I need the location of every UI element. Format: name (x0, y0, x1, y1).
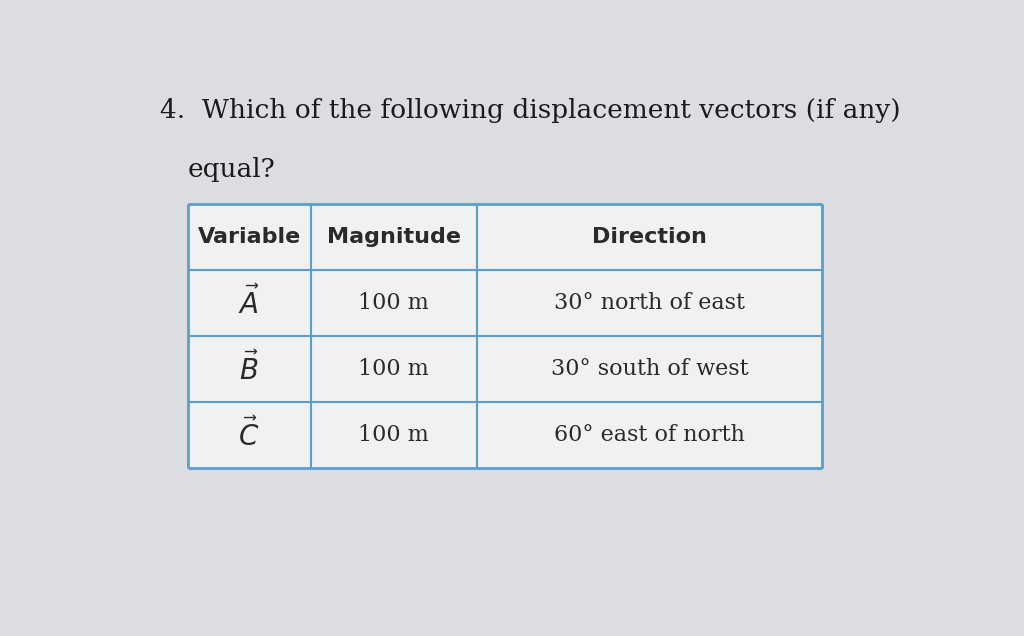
Text: equal?: equal? (187, 157, 275, 182)
Text: 100 m: 100 m (358, 424, 429, 446)
Text: Direction: Direction (592, 226, 708, 247)
Text: Variable: Variable (198, 226, 301, 247)
Text: $\vec{\mathit{B}}$: $\vec{\mathit{B}}$ (239, 352, 259, 386)
Text: 60° east of north: 60° east of north (554, 424, 745, 446)
Bar (187, 204, 822, 468)
Text: $\vec{\mathit{C}}$: $\vec{\mathit{C}}$ (239, 418, 260, 452)
Text: 30° north of east: 30° north of east (554, 292, 745, 314)
Text: 30° south of west: 30° south of west (551, 358, 749, 380)
Text: 4.  Which of the following displacement vectors (if any): 4. Which of the following displacement v… (160, 99, 900, 123)
Text: $\vec{\mathit{A}}$: $\vec{\mathit{A}}$ (239, 286, 260, 320)
Text: 100 m: 100 m (358, 358, 429, 380)
Text: 100 m: 100 m (358, 292, 429, 314)
Text: Magnitude: Magnitude (327, 226, 461, 247)
